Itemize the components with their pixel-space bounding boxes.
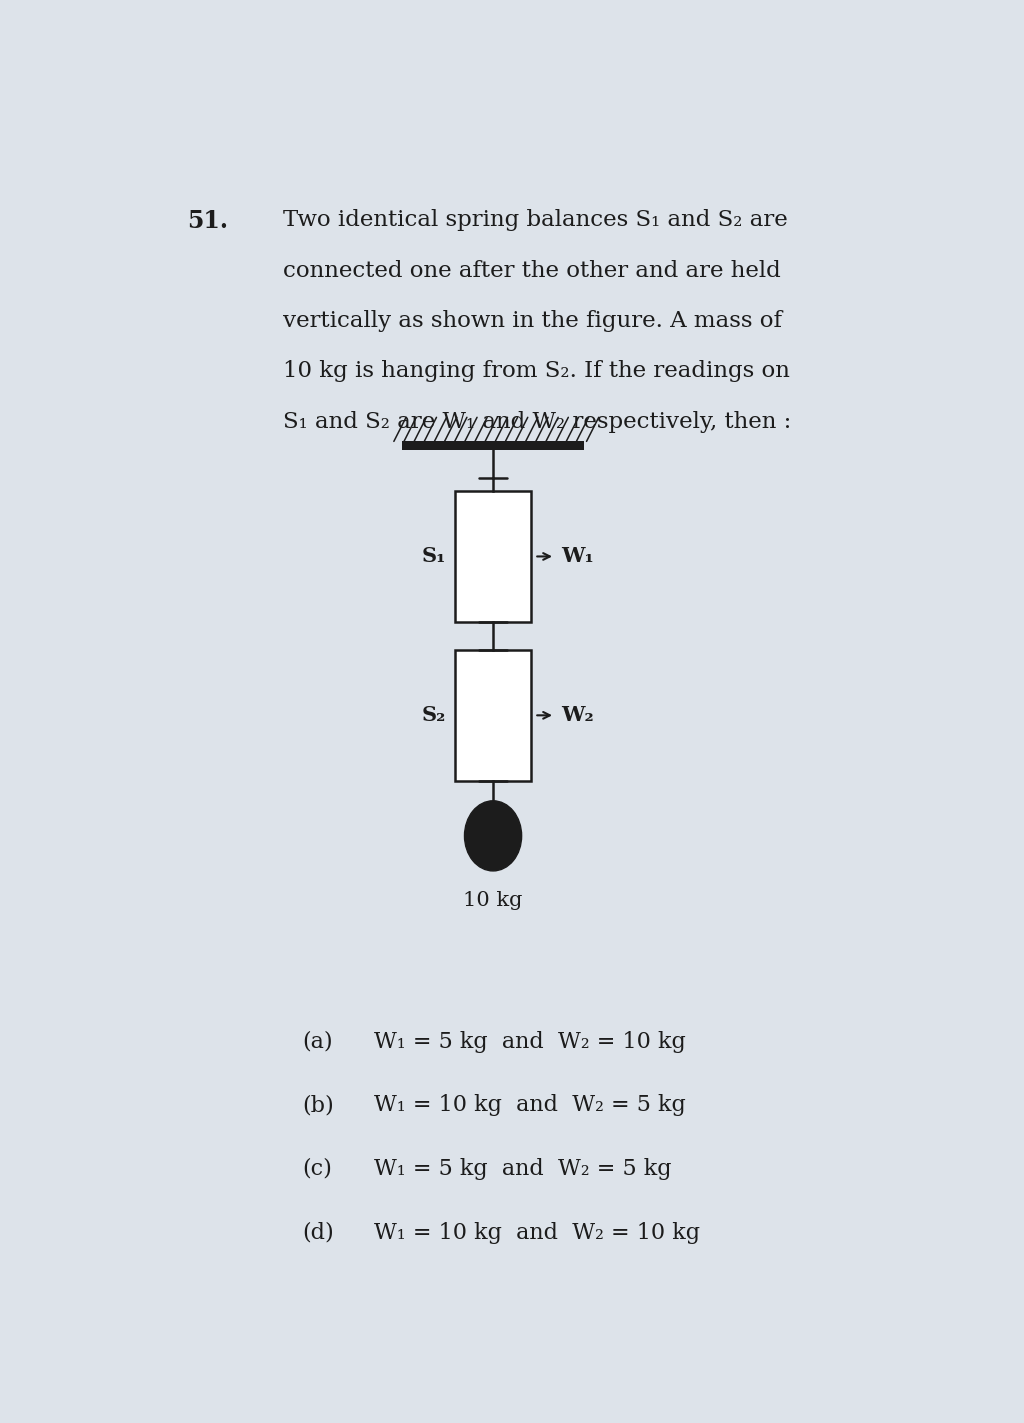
Text: Two identical spring balances S₁ and S₂ are: Two identical spring balances S₁ and S₂ …: [283, 209, 787, 231]
Text: (a): (a): [303, 1030, 333, 1053]
Bar: [455, 491, 531, 622]
Text: (c): (c): [303, 1158, 333, 1180]
Text: 51.: 51.: [187, 209, 228, 233]
Ellipse shape: [465, 801, 521, 871]
Bar: [455, 649, 531, 781]
Text: connected one after the other and are held: connected one after the other and are he…: [283, 259, 780, 282]
Bar: [401, 441, 585, 450]
Text: W₂: W₂: [561, 706, 594, 726]
Text: W₁ = 10 kg  and  W₂ = 10 kg: W₁ = 10 kg and W₂ = 10 kg: [374, 1221, 700, 1244]
Text: W₁ = 5 kg  and  W₂ = 10 kg: W₁ = 5 kg and W₂ = 10 kg: [374, 1030, 686, 1053]
Text: (b): (b): [303, 1094, 335, 1117]
Text: vertically as shown in the figure. A mass of: vertically as shown in the figure. A mas…: [283, 310, 781, 332]
Text: S₁: S₁: [421, 546, 445, 566]
Text: 10 kg: 10 kg: [464, 891, 522, 909]
Text: W₁ = 5 kg  and  W₂ = 5 kg: W₁ = 5 kg and W₂ = 5 kg: [374, 1158, 672, 1180]
Text: S₂: S₂: [422, 706, 445, 726]
Text: 10 kg is hanging from S₂. If the readings on: 10 kg is hanging from S₂. If the reading…: [283, 360, 790, 383]
Text: W₁ = 10 kg  and  W₂ = 5 kg: W₁ = 10 kg and W₂ = 5 kg: [374, 1094, 686, 1117]
Text: S₁ and S₂ are W₁ and W₂ respectively, then :: S₁ and S₂ are W₁ and W₂ respectively, th…: [283, 411, 792, 433]
Text: (d): (d): [303, 1221, 335, 1244]
Text: W₁: W₁: [561, 546, 594, 566]
